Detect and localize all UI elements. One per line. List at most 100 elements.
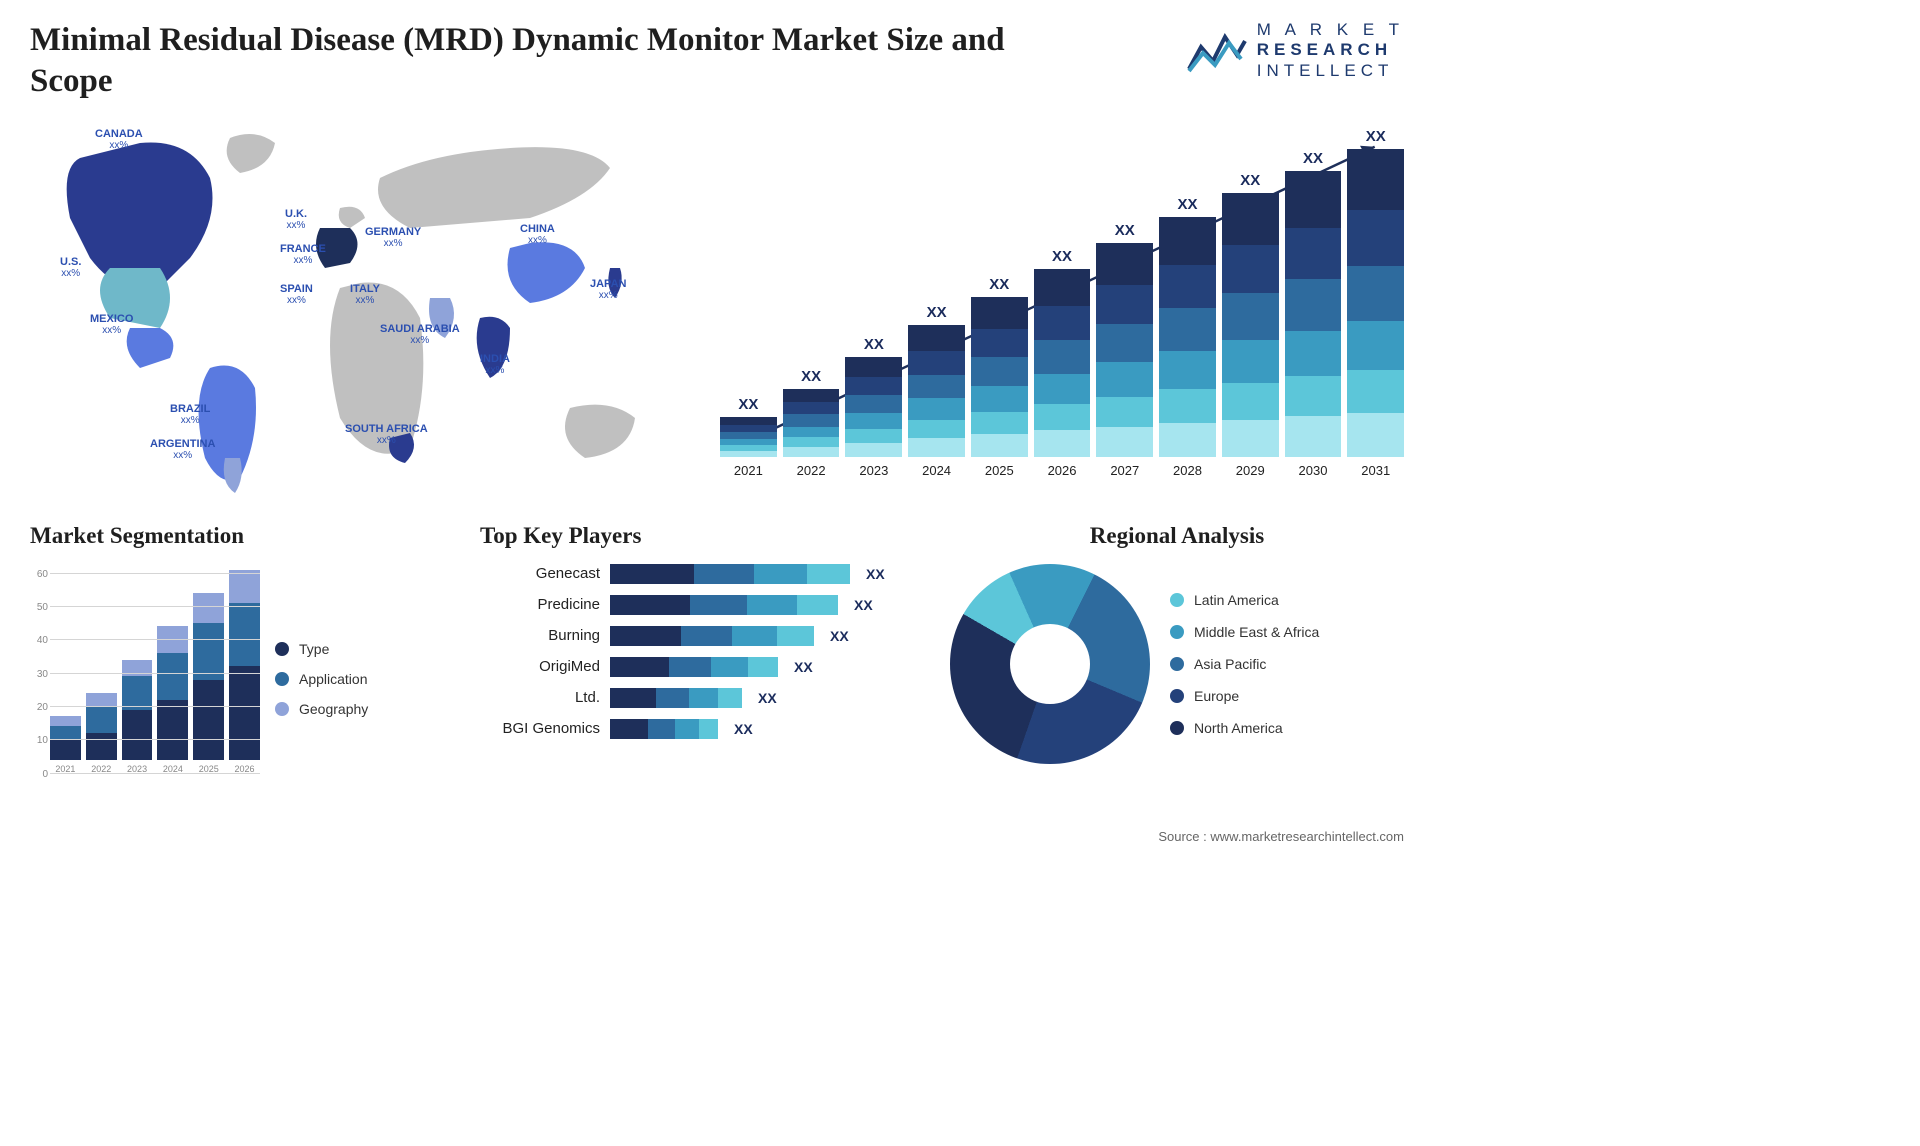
seg-gridline [50, 739, 260, 740]
seg-gridline [50, 606, 260, 607]
seg-gridline [50, 673, 260, 674]
segmentation-panel: Market Segmentation 20212022202320242025… [30, 523, 450, 794]
bar-stack [1222, 193, 1279, 457]
bar-value: XX [801, 368, 821, 385]
bar-year: 2025 [985, 463, 1014, 478]
bar-stack [971, 297, 1028, 457]
player-name: Burning [480, 627, 600, 644]
seg-bar-col: 2025 [193, 593, 224, 774]
bar-value: XX [864, 336, 884, 353]
bar-year: 2021 [734, 463, 763, 478]
donut-hole [1010, 624, 1090, 704]
player-row: Burning XX [480, 626, 920, 646]
seg-legend-item: Type [275, 641, 368, 657]
bar-year: 2024 [922, 463, 951, 478]
growth-bar-col: XX2027 [1096, 222, 1153, 478]
player-row: OrigiMed XX [480, 657, 920, 677]
seg-ylabel: 40 [30, 635, 48, 646]
player-bar [610, 595, 838, 615]
player-value: XX [734, 721, 753, 737]
logo-text: M A R K E T RESEARCH INTELLECT [1257, 20, 1404, 81]
map-label: SOUTH AFRICAxx% [345, 423, 428, 447]
growth-bar-col: XX 2024 [908, 304, 965, 478]
segmentation-title: Market Segmentation [30, 523, 450, 549]
seg-ylabel: 20 [30, 702, 48, 713]
seg-gridline [50, 706, 260, 707]
player-row: PredicineXX [480, 595, 920, 615]
player-name: Ltd. [480, 689, 600, 706]
bar-year: 2027 [1110, 463, 1139, 478]
growth-chart: XX2021XX2022XX2023XX2024XX2025XX2026XX20… [720, 118, 1404, 498]
bar-year: 2031 [1361, 463, 1390, 478]
growth-bar-col: XX2026 [1034, 248, 1091, 478]
players-list: GenecastXXPredicineXXBurningXXOrigiMedXX… [480, 564, 920, 739]
bar-year: 2023 [859, 463, 888, 478]
seg-legend-label: Type [299, 641, 329, 657]
player-bar [610, 657, 778, 677]
bar-year: 2029 [1236, 463, 1265, 478]
source-text: Source : www.marketresearchintellect.com [1158, 829, 1404, 844]
player-row: GenecastXX [480, 564, 920, 584]
growth-bar-col: XX2030 [1285, 150, 1342, 478]
logo-line2: RESEARCH [1257, 40, 1404, 60]
map-label: CHINAxx% [520, 223, 555, 247]
donut [950, 564, 1150, 764]
regional-legend-item: Latin America [1170, 592, 1319, 608]
regional-legend-label: Asia Pacific [1194, 656, 1266, 672]
map-label: SAUDI ARABIAxx% [380, 323, 460, 347]
seg-gridline [50, 639, 260, 640]
bar-stack [908, 325, 965, 457]
seg-ylabel: 0 [30, 769, 48, 780]
player-bar [610, 688, 742, 708]
seg-ylabel: 60 [30, 569, 48, 580]
regional-legend: Latin America Middle East & Africa Asia Pa… [1170, 592, 1319, 736]
growth-bar-col: XX 2022 [783, 368, 840, 478]
player-value: XX [830, 628, 849, 644]
top-row: CANADAxx%U.S.xx%MEXICOxx%BRAZILxx%ARGENT… [30, 118, 1404, 498]
player-name: Predicine [480, 596, 600, 613]
map-label: ITALYxx% [350, 283, 380, 307]
bar-stack [1159, 217, 1216, 457]
bar-stack [720, 417, 777, 457]
seg-gridline [50, 573, 260, 574]
logo-line3: INTELLECT [1257, 61, 1404, 81]
players-title: Top Key Players [480, 523, 920, 549]
seg-bar-col: 2024 [157, 626, 188, 773]
player-name: OrigiMed [480, 658, 600, 675]
bar-stack [1096, 243, 1153, 457]
players-panel: Top Key Players GenecastXXPredicineXXBur… [480, 523, 920, 794]
map-label: INDIAxx% [480, 353, 510, 377]
bar-value: XX [1240, 172, 1260, 189]
player-name: Genecast [480, 565, 600, 582]
growth-bar-col: XX 2031 [1347, 128, 1404, 478]
regional-legend-label: Middle East & Africa [1194, 624, 1319, 640]
bar-value: XX [927, 304, 947, 321]
map-label: U.K.xx% [285, 208, 307, 232]
seg-ylabel: 10 [30, 735, 48, 746]
world-map: CANADAxx%U.S.xx%MEXICOxx%BRAZILxx%ARGENT… [30, 118, 690, 498]
seg-bar-col: 2023 [122, 660, 153, 774]
seg-legend-item: Geography [275, 701, 368, 717]
seg-bar-col: 2026 [229, 570, 260, 774]
player-bar [610, 564, 850, 584]
player-value: XX [794, 659, 813, 675]
player-bar [610, 719, 718, 739]
bar-year: 2028 [1173, 463, 1202, 478]
bar-value: XX [1366, 128, 1386, 145]
bar-year: 2022 [797, 463, 826, 478]
map-label: BRAZILxx% [170, 403, 210, 427]
seg-bars: 202120222023202420252026 [50, 574, 260, 774]
regional-title: Regional Analysis [950, 523, 1404, 549]
map-label: MEXICOxx% [90, 313, 133, 337]
regional-legend-item: Asia Pacific [1170, 656, 1319, 672]
regional-panel: Regional Analysis Latin America Middle Ea… [950, 523, 1404, 794]
seg-legend: TypeApplicationGeography [275, 564, 368, 794]
bar-stack [1285, 171, 1342, 457]
growth-bar-col: XX2025 [971, 276, 1028, 478]
bar-stack [845, 357, 902, 457]
bar-value: XX [1178, 196, 1198, 213]
bar-stack [1034, 269, 1091, 457]
seg-gridline [50, 773, 260, 774]
page-title: Minimal Residual Disease (MRD) Dynamic M… [30, 20, 1030, 103]
bar-value: XX [1052, 248, 1072, 265]
